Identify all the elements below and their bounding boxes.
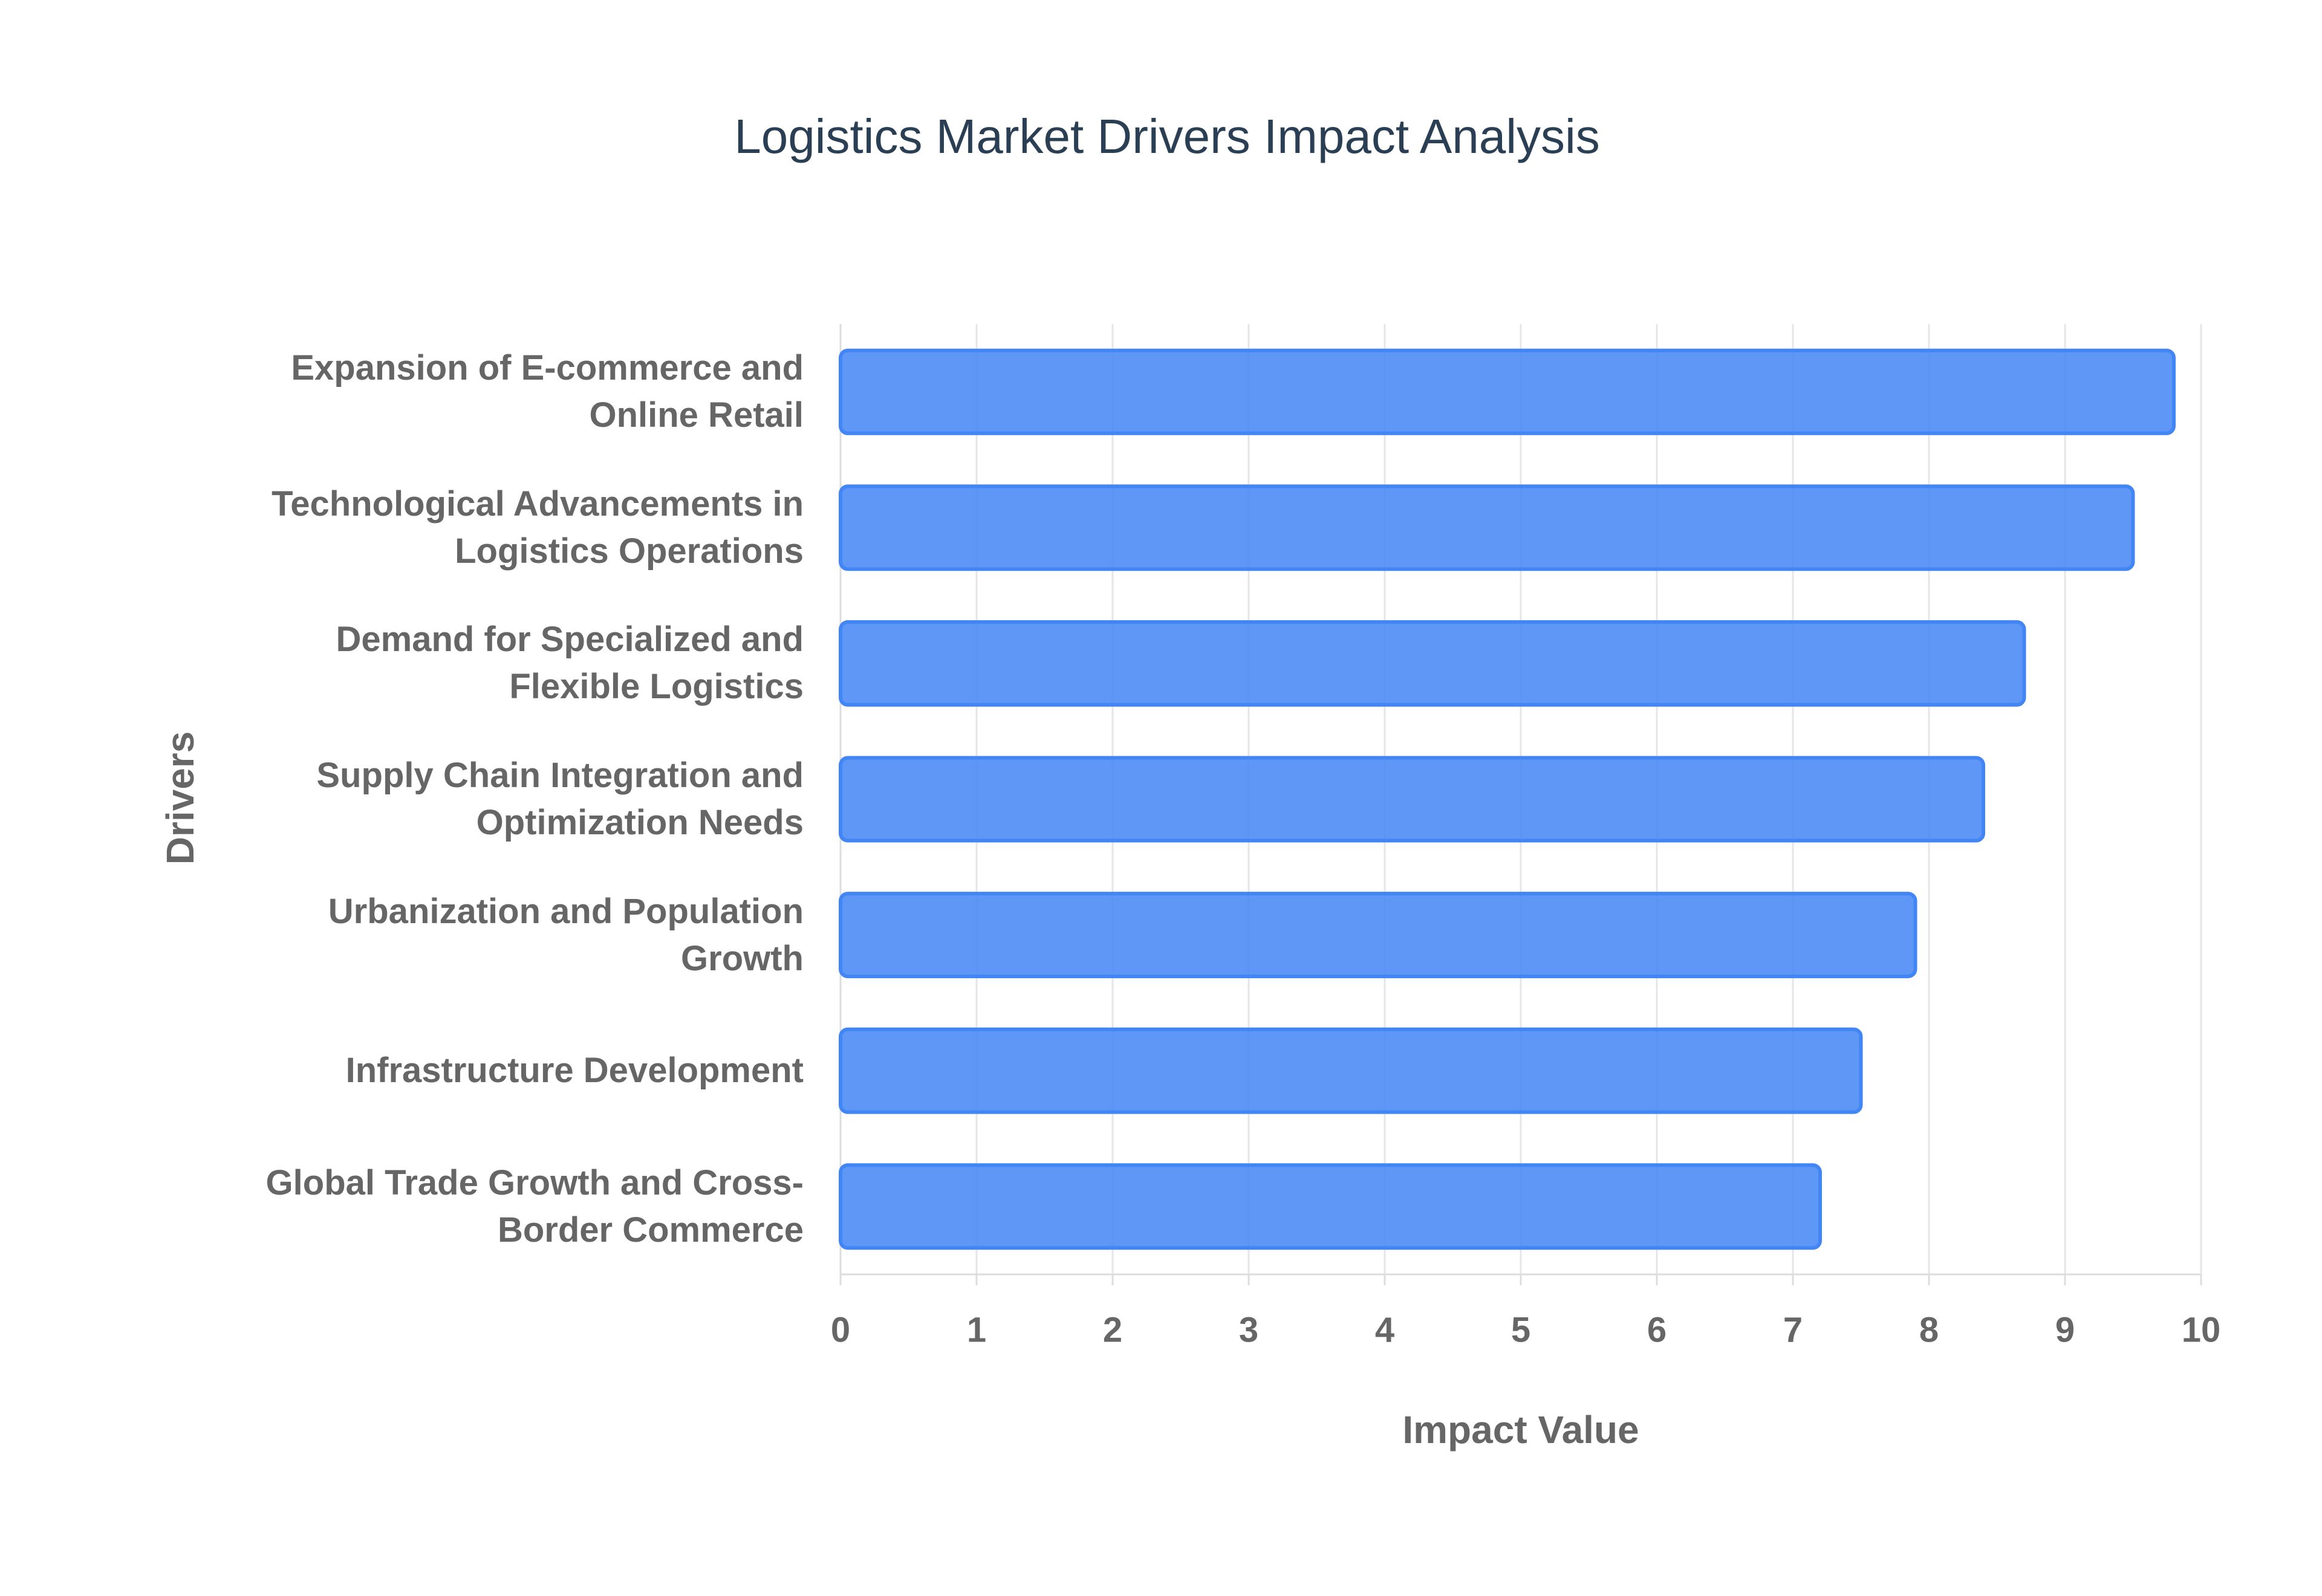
bar [839, 484, 2135, 571]
x-tick-label: 9 [2055, 1310, 2075, 1349]
x-tick-label: 8 [1919, 1310, 1939, 1349]
x-tick-label: 2 [1103, 1310, 1122, 1349]
bar [839, 892, 1917, 979]
chart-title: Logistics Market Drivers Impact Analysis [734, 109, 1600, 163]
bar [839, 1027, 1863, 1114]
x-tick-label: 10 [2182, 1310, 2221, 1349]
bar [839, 1163, 1822, 1250]
y-axis-label: Drivers [158, 731, 202, 865]
y-tick-label: Global Trade Growth and Cross-Border Com… [265, 1163, 804, 1250]
y-tick-label: Supply Chain Integration and Optimizatio… [316, 755, 804, 842]
x-tick-label: 5 [1511, 1310, 1530, 1349]
x-tick-label: 4 [1375, 1310, 1394, 1349]
y-tick-label: Demand for Specialized and Flexible Logi… [336, 620, 804, 707]
x-tick-label: 7 [1783, 1310, 1803, 1349]
y-tick-label: Expansion of E-commerce and Online Retai… [291, 348, 804, 435]
x-tick-label: 0 [831, 1310, 850, 1349]
x-tick-label: 3 [1239, 1310, 1258, 1349]
x-tick-label: 1 [967, 1310, 986, 1349]
bar [839, 620, 2026, 707]
x-tick-label: 6 [1647, 1310, 1667, 1349]
bar [839, 348, 2176, 435]
y-tick-label: Urbanization and Population Growth [328, 891, 804, 978]
y-tick-label: Technological Advancements in Logistics … [272, 484, 804, 571]
x-axis-label: Impact Value [1402, 1408, 1639, 1452]
bar [839, 756, 1985, 843]
y-tick-label: Infrastructure Development [345, 1051, 804, 1091]
